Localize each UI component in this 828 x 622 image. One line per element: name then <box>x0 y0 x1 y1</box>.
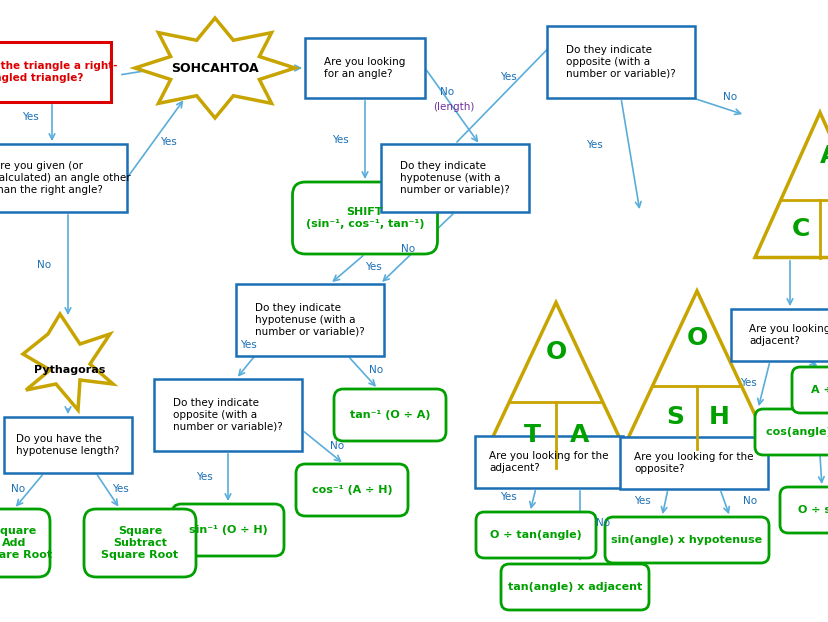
Text: O ÷ sin: O ÷ sin <box>797 505 828 515</box>
FancyBboxPatch shape <box>171 504 284 556</box>
FancyBboxPatch shape <box>475 512 595 558</box>
FancyBboxPatch shape <box>0 42 111 102</box>
FancyBboxPatch shape <box>546 26 694 98</box>
Text: No: No <box>37 260 51 270</box>
Text: O ÷ tan(angle): O ÷ tan(angle) <box>489 530 581 540</box>
FancyBboxPatch shape <box>292 182 437 254</box>
Text: Are you looking for the
adjacent?: Are you looking for the adjacent? <box>489 451 608 473</box>
Text: Pythagoras: Pythagoras <box>34 365 105 375</box>
Text: C: C <box>791 216 809 241</box>
Text: Are you looking for the
opposite?: Are you looking for the opposite? <box>633 452 753 474</box>
Polygon shape <box>754 113 828 258</box>
Text: Yes: Yes <box>331 135 348 145</box>
Text: T: T <box>523 422 541 447</box>
Text: tan(angle) x adjacent: tan(angle) x adjacent <box>508 582 642 592</box>
Text: cos(angle) x h: cos(angle) x h <box>765 427 828 437</box>
FancyBboxPatch shape <box>754 409 828 455</box>
Text: No: No <box>330 441 344 451</box>
Text: No: No <box>11 484 25 494</box>
Polygon shape <box>478 302 633 468</box>
Text: Is the triangle a right-
angled triangle?: Is the triangle a right- angled triangle… <box>0 61 117 83</box>
FancyBboxPatch shape <box>474 436 623 488</box>
Text: Are you looking
adjacent?: Are you looking adjacent? <box>749 324 828 346</box>
FancyBboxPatch shape <box>236 284 383 356</box>
Text: sin⁻¹ (O ÷ H): sin⁻¹ (O ÷ H) <box>189 525 267 535</box>
FancyBboxPatch shape <box>296 464 407 516</box>
FancyBboxPatch shape <box>730 309 828 361</box>
Text: No: No <box>401 244 415 254</box>
FancyBboxPatch shape <box>334 389 445 441</box>
FancyBboxPatch shape <box>305 38 425 98</box>
Text: cos⁻¹ (A ÷ H): cos⁻¹ (A ÷ H) <box>311 485 392 495</box>
FancyBboxPatch shape <box>154 379 301 451</box>
Text: Are you given (or
calculated) an angle other
than the right angle?: Are you given (or calculated) an angle o… <box>0 161 131 195</box>
Text: A: A <box>569 422 588 447</box>
Text: Yes: Yes <box>499 492 516 502</box>
Text: Square
Subtract
Square Root: Square Subtract Square Root <box>101 526 178 560</box>
Text: O: O <box>686 327 707 350</box>
Text: Yes: Yes <box>160 137 176 147</box>
Text: O: O <box>545 340 566 364</box>
Text: No: No <box>722 92 736 102</box>
Polygon shape <box>23 314 113 410</box>
Text: No: No <box>742 496 756 506</box>
Text: Yes: Yes <box>585 140 602 150</box>
Text: Do they indicate
opposite (with a
number or variable)?: Do they indicate opposite (with a number… <box>566 45 675 78</box>
FancyBboxPatch shape <box>84 509 195 577</box>
FancyBboxPatch shape <box>0 509 50 577</box>
Text: Yes: Yes <box>739 378 755 388</box>
FancyBboxPatch shape <box>0 144 127 212</box>
FancyBboxPatch shape <box>619 437 767 489</box>
Text: (length): (length) <box>433 102 474 112</box>
Text: sin(angle) x hypotenuse: sin(angle) x hypotenuse <box>611 535 762 545</box>
Text: A ÷: A ÷ <box>810 385 828 395</box>
Text: Do they indicate
hypotenuse (with a
number or variable)?: Do they indicate hypotenuse (with a numb… <box>255 304 364 337</box>
Text: Yes: Yes <box>364 262 381 272</box>
Text: No: No <box>595 518 609 528</box>
Text: S: S <box>665 406 683 429</box>
Text: Yes: Yes <box>195 472 212 482</box>
Text: Square
Add
Square Root: Square Add Square Root <box>0 526 52 560</box>
Text: Do they indicate
hypotenuse (with a
number or variable)?: Do they indicate hypotenuse (with a numb… <box>400 161 509 195</box>
Text: Yes: Yes <box>633 496 650 506</box>
Text: Do they indicate
opposite (with a
number or variable)?: Do they indicate opposite (with a number… <box>173 399 282 432</box>
FancyBboxPatch shape <box>779 487 828 533</box>
Text: H: H <box>708 406 729 429</box>
FancyBboxPatch shape <box>500 564 648 610</box>
Text: No: No <box>440 87 454 97</box>
Text: Yes: Yes <box>112 484 128 494</box>
Text: Are you looking
for an angle?: Are you looking for an angle? <box>324 57 405 79</box>
Text: tan⁻¹ (O ÷ A): tan⁻¹ (O ÷ A) <box>349 410 430 420</box>
Text: SOHCAHTOA: SOHCAHTOA <box>171 62 258 75</box>
Polygon shape <box>135 18 295 118</box>
Text: Yes: Yes <box>499 72 516 82</box>
FancyBboxPatch shape <box>791 367 828 413</box>
Text: No: No <box>368 365 383 375</box>
FancyBboxPatch shape <box>381 144 528 212</box>
Text: Yes: Yes <box>239 340 256 350</box>
Text: A: A <box>820 144 828 168</box>
Text: Yes: Yes <box>22 112 38 122</box>
Polygon shape <box>623 291 770 449</box>
FancyBboxPatch shape <box>604 517 768 563</box>
FancyBboxPatch shape <box>4 417 132 473</box>
Text: SHIFT
(sin⁻¹, cos⁻¹, tan⁻¹): SHIFT (sin⁻¹, cos⁻¹, tan⁻¹) <box>306 207 424 229</box>
Text: Do you have the
hypotenuse length?: Do you have the hypotenuse length? <box>17 434 119 456</box>
